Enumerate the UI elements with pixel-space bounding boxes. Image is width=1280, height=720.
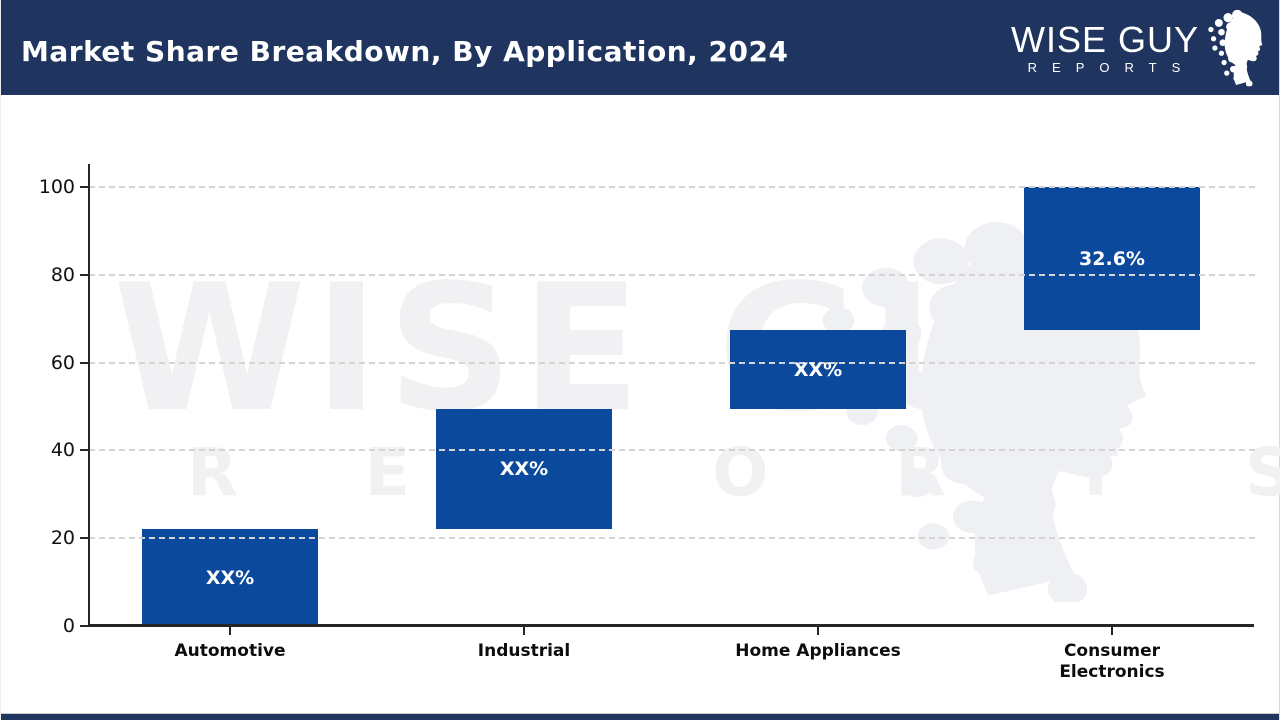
- y-axis-tick-0: [80, 625, 89, 627]
- x-axis-tick-0: [229, 627, 231, 635]
- page-title: Market Share Breakdown, By Application, …: [21, 35, 789, 68]
- y-axis-tick-20: [80, 537, 89, 540]
- x-axis-tick-3: [1111, 627, 1113, 635]
- x-category-label: Automotive: [174, 641, 286, 661]
- y-axis-line: [88, 164, 90, 626]
- x-category-label: Home Appliances: [735, 641, 901, 661]
- wiseguy-logo: WISE GUY REPORTS: [1011, 7, 1269, 89]
- gridline-100: [89, 186, 1255, 188]
- bar-home-appliances: [730, 330, 906, 410]
- bar-automotive: [142, 529, 318, 626]
- wiseguy-face-icon: [1203, 9, 1269, 87]
- footer-bar: [1, 713, 1279, 720]
- bar-consumer-electronics: [1024, 187, 1200, 331]
- x-axis-tick-2: [817, 627, 819, 635]
- y-axis-tick-label: 100: [38, 176, 75, 198]
- y-axis-tick-label: 0: [62, 615, 75, 637]
- bar-industrial: [436, 409, 612, 530]
- gridline-80: [89, 273, 1255, 276]
- y-axis-tick-40: [80, 449, 89, 452]
- y-axis-tick-80: [80, 273, 89, 276]
- y-axis-tick-60: [80, 361, 89, 364]
- y-axis-tick-label: 80: [50, 263, 75, 286]
- bar-value-label: 32.6%: [1079, 247, 1145, 270]
- y-axis-tick-label: 40: [50, 439, 75, 462]
- gridline-40: [89, 449, 1255, 452]
- header-bar: Market Share Breakdown, By Application, …: [1, 0, 1279, 95]
- gridline-20: [89, 537, 1255, 540]
- y-axis-tick-100: [80, 186, 89, 188]
- x-category-label: Consumer Electronics: [1059, 641, 1165, 682]
- gridline-60: [89, 361, 1255, 364]
- x-axis-line: [88, 624, 1254, 627]
- x-axis-tick-1: [523, 627, 525, 635]
- bar-value-label: XX%: [793, 358, 843, 381]
- logo-brand-name: WISE GUY: [1010, 19, 1199, 61]
- logo-text: WISE GUY REPORTS: [1011, 21, 1199, 75]
- x-category-label: Industrial: [477, 641, 571, 661]
- bar-value-label: XX%: [205, 566, 255, 589]
- bar-value-label: XX%: [499, 458, 549, 481]
- logo-tagline: REPORTS: [1027, 59, 1196, 75]
- y-axis-tick-label: 60: [50, 351, 75, 374]
- y-axis-tick-label: 20: [50, 527, 75, 550]
